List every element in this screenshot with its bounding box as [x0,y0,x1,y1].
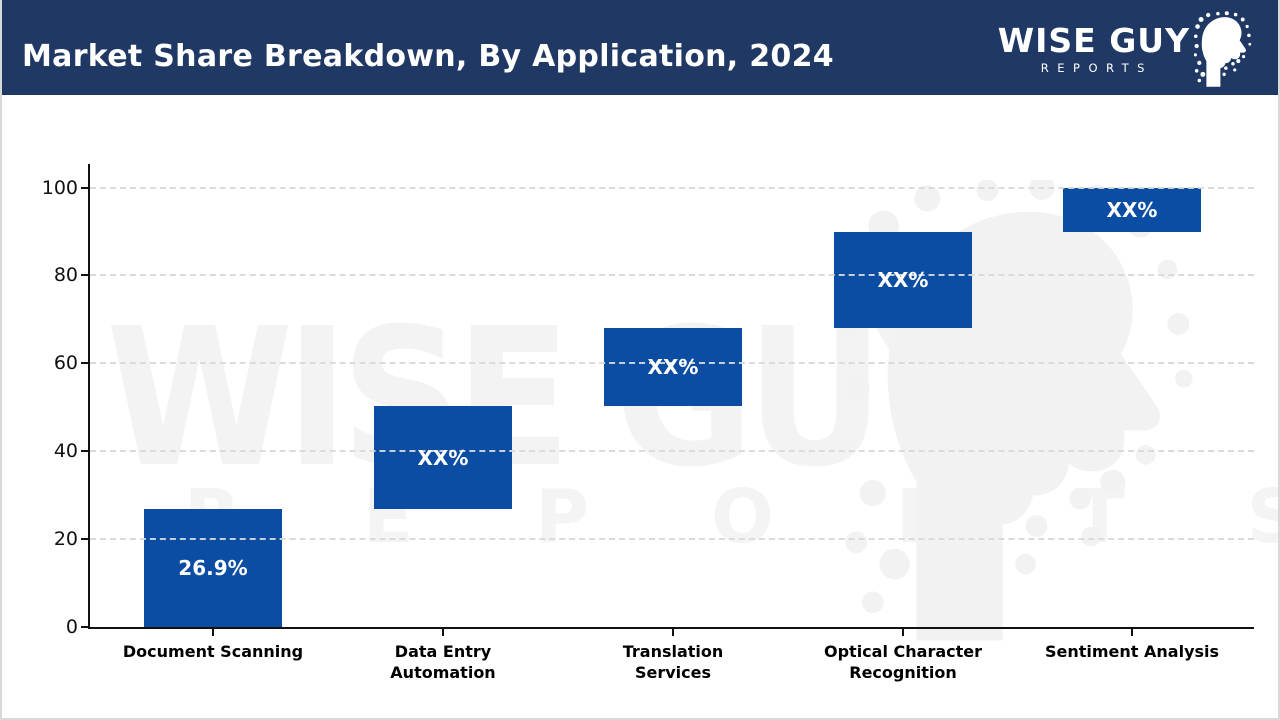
bar-value-label: XX% [417,445,469,470]
y-tick-mark [81,186,88,189]
x-axis-label: Translation Services [623,641,724,683]
x-axis-label: Document Scanning [123,641,303,662]
y-tick-label: 40 [53,440,78,463]
x-axis-label-line: Sentiment Analysis [1044,642,1220,661]
x-axis-label-line: Data Entry [394,642,492,661]
header: Market Share Breakdown, By Application, … [2,0,1278,95]
x-axis-label-line: Recognition [849,663,957,682]
x-tick-mark [212,629,214,636]
x-axis-label: Sentiment Analysis [1045,641,1219,662]
x-axis-label: Data Entry Automation [390,641,495,683]
gridline [90,450,1254,453]
y-tick-label: 20 [53,528,78,551]
x-axis-label-line: Translation [622,642,724,661]
bar-value-label: XX% [877,268,929,293]
bar-value-label: 26.9% [178,555,248,580]
y-tick-label: 0 [65,616,78,638]
gridline [90,274,1254,277]
y-tick-mark [81,274,88,277]
y-tick-label: 60 [53,352,78,375]
brand-wordmark: WISE GUY REPORTS [998,24,1190,75]
bar-value-label: XX% [647,355,699,380]
gridline [90,186,1254,189]
x-tick-mark [1131,629,1133,636]
brand-subtitle: REPORTS [1040,61,1153,75]
y-tick-mark [81,538,88,541]
bar-segment [604,327,742,407]
brand-logo: WISE GUY REPORTS [998,10,1256,89]
watermark-text-secondary: R E P O R T S [184,474,1280,560]
bar-value-label: XX% [1106,198,1158,222]
x-tick-mark [672,629,674,636]
y-tick-mark [81,626,88,628]
bar-segment [144,508,282,627]
y-axis-spine [88,164,90,629]
x-axis-spine [88,627,1254,629]
x-axis-label-line: Optical Character [823,642,983,661]
bar-segment [834,232,972,328]
brand-name: WISE GUY [997,21,1190,60]
bar-segment [374,406,512,509]
gridline [90,538,1254,541]
gridline [90,362,1254,365]
x-axis-label: Optical Character Recognition [824,641,982,683]
x-axis-label-line: Automation [390,663,496,682]
page-title: Market Share Breakdown, By Application, … [22,39,834,74]
bar-segment [1063,187,1201,233]
brand-face-icon [1194,10,1252,87]
x-axis-label-line: Document Scanning [122,642,304,661]
y-tick-mark [81,362,88,365]
x-tick-mark [902,629,904,636]
x-axis-label-line: Services [634,663,712,682]
y-tick-label: 80 [53,264,78,287]
y-tick-mark [81,450,88,453]
y-tick-label: 100 [41,176,78,199]
x-tick-mark [442,629,444,636]
